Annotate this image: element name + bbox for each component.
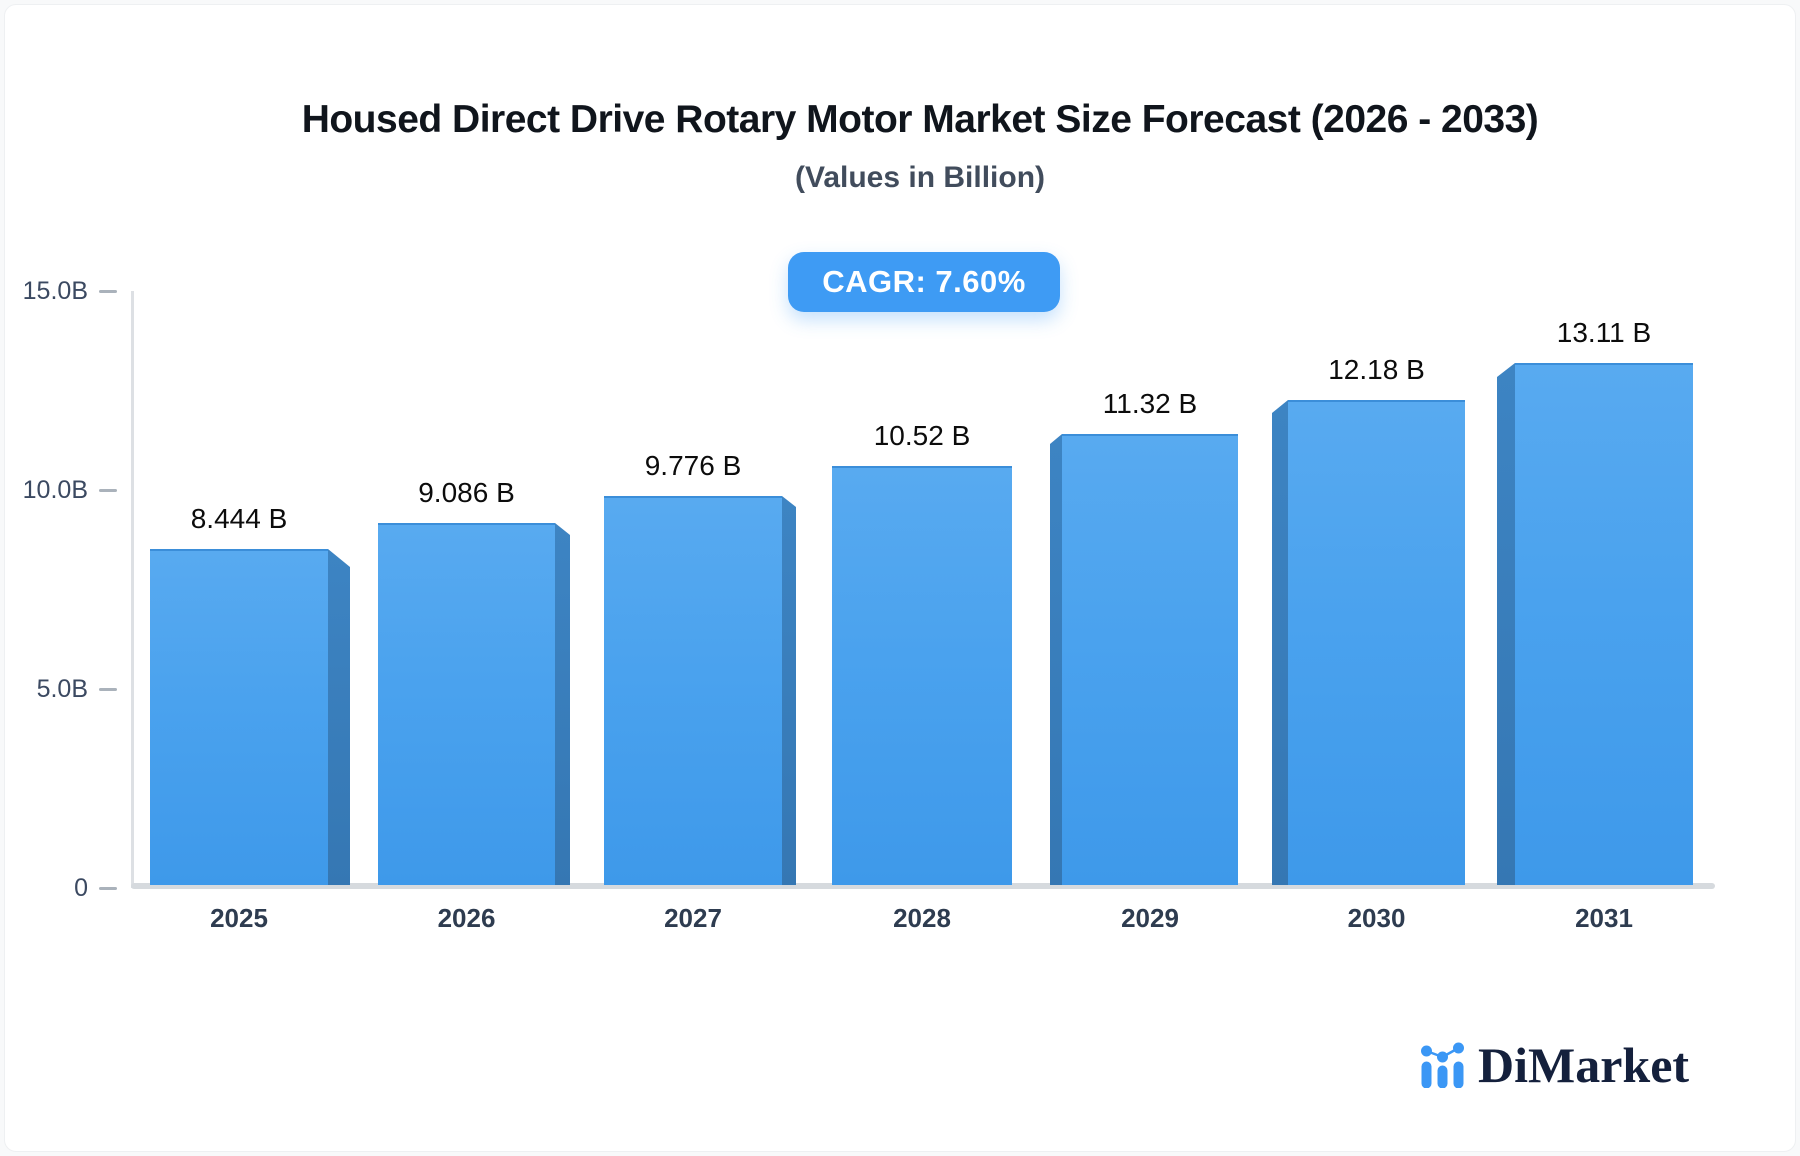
bar-value-label: 11.32 B (1102, 388, 1198, 419)
bar-value-label: 13.11 B (1556, 317, 1652, 348)
x-axis-label-2026: 2026 (437, 903, 496, 933)
y-tick-label: 10.0B (22, 476, 88, 504)
bar-side-face-2027 (782, 496, 796, 885)
x-axis-label-2029: 2029 (1121, 903, 1179, 933)
bar-value-label: 9.086 B (418, 477, 515, 508)
x-axis-label-2028: 2028 (893, 903, 951, 933)
bar-2029 (1062, 434, 1238, 885)
bar-2028 (832, 466, 1012, 885)
brand-logo-text: DiMarket (1478, 1037, 1690, 1093)
x-axis-label-2027: 2027 (664, 903, 722, 933)
bar-2027 (604, 496, 782, 885)
x-axis-label-2031: 2031 (1575, 903, 1633, 933)
mini-bar-chart-icon (1421, 1042, 1464, 1088)
x-axis-baseline (131, 883, 1715, 889)
bar-side-face-2025 (328, 549, 350, 885)
cagr-badge: CAGR: 7.60% (788, 252, 1060, 312)
bar-2026 (378, 523, 555, 885)
bar-value-label: 9.776 B (644, 450, 742, 481)
y-tick-label: 0 (74, 874, 88, 902)
bar-value-label: 12.18 B (1328, 354, 1425, 385)
y-tick-mark (99, 886, 117, 890)
bar-2025 (150, 549, 328, 885)
y-axis-line (131, 291, 134, 888)
bar-value-label: 8.444 B (190, 503, 288, 534)
chart-title: Housed Direct Drive Rotary Motor Market … (301, 98, 1539, 141)
y-tick-mark (99, 488, 117, 492)
bar-side-face-2031 (1497, 363, 1515, 885)
y-tick-mark (99, 289, 117, 293)
bar-2030 (1288, 400, 1465, 885)
brand-logo: DiMarket (1420, 1037, 1690, 1093)
x-axis-label-2025: 2025 (210, 903, 268, 933)
y-tick-label: 15.0B (22, 277, 88, 305)
bar-2031 (1515, 363, 1693, 885)
cagr-badge-label: CAGR: 7.60% (822, 264, 1026, 299)
chart-subtitle: (Values in Billion) (794, 161, 1046, 194)
bar-side-face-2029 (1050, 434, 1062, 885)
y-tick-label: 5.0B (36, 675, 88, 703)
bar-side-face-2030 (1272, 400, 1288, 885)
bar-value-label: 10.52 B (873, 420, 971, 451)
y-tick-mark (99, 687, 117, 691)
bar-side-face-2026 (555, 523, 570, 885)
x-axis-label-2030: 2030 (1347, 903, 1406, 933)
